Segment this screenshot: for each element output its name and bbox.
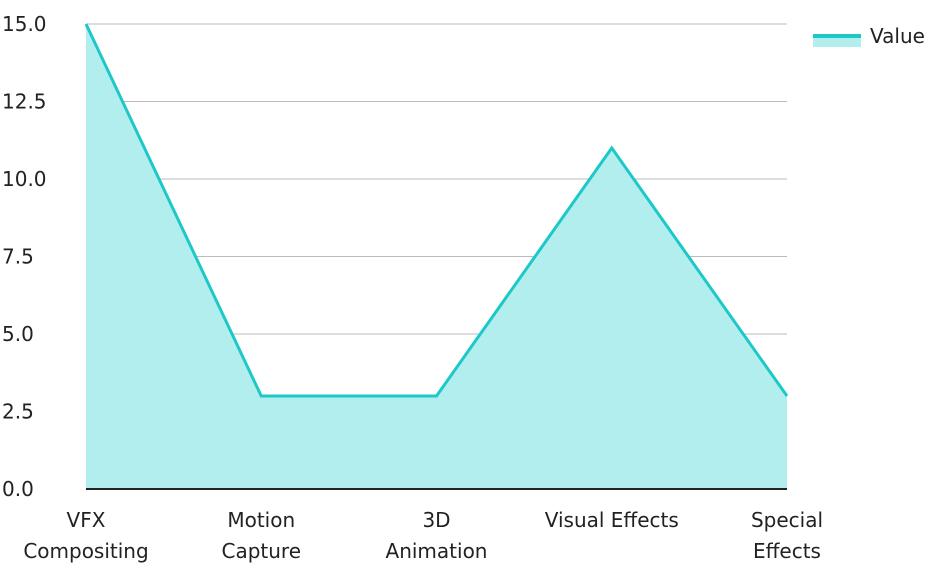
y-tick-label: 12.5	[2, 90, 47, 114]
y-tick-label: 0.0	[2, 477, 34, 501]
x-tick-label: 3D Animation	[386, 508, 488, 563]
x-tick-label: Motion Capture	[221, 508, 301, 563]
y-tick-label: 5.0	[2, 322, 34, 346]
x-axis-ticks: VFX Compositing Motion Capture 3D Animation Vi…	[23, 508, 823, 563]
legend: Value	[813, 24, 925, 48]
y-axis-ticks: 0.0 2.5 5.0 7.5 10.0 12.5 15.0	[2, 12, 47, 501]
x-tick-label: Special Effects	[751, 508, 823, 563]
y-tick-label: 15.0	[2, 12, 47, 36]
x-tick-label: Visual Effects	[545, 508, 679, 532]
y-tick-label: 2.5	[2, 400, 34, 424]
legend-label-value: Value	[870, 24, 925, 48]
y-tick-label: 7.5	[2, 245, 34, 269]
y-tick-label: 10.0	[2, 167, 47, 191]
x-tick-label: VFX Compositing	[23, 508, 148, 563]
